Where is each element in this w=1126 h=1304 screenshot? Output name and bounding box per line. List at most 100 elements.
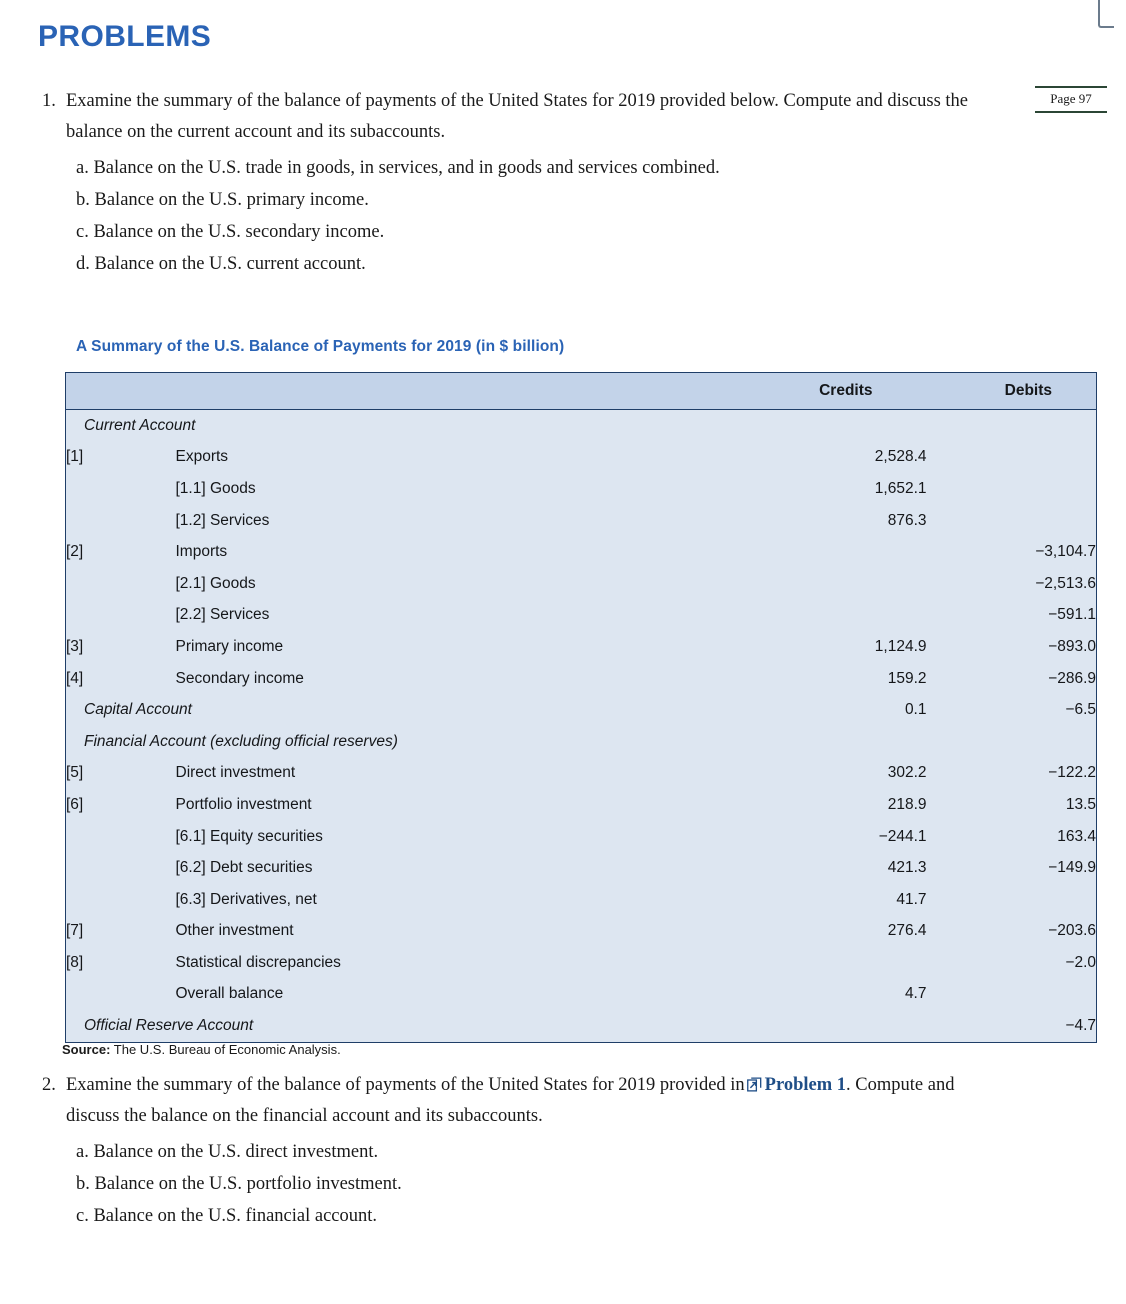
table-row: [3] Primary income 1,124.9 −893.0 [65, 631, 1097, 663]
row-code-cell: [7] [65, 915, 176, 948]
row-credits-cell [740, 567, 927, 600]
problem-1-subitem-b: b. Balance on the U.S. primary income. [76, 190, 369, 210]
row-debits-cell [926, 441, 1097, 474]
page-number-marker: Page 97 [1035, 86, 1107, 113]
row-debits-cell: −591.1 [926, 599, 1097, 632]
row-credits-cell: 1,124.9 [740, 631, 927, 663]
table-row: [6.3] Derivatives, net 41.7 [65, 883, 1097, 916]
row-credits-cell [740, 725, 927, 758]
row-code-cell: [2] [65, 536, 176, 568]
problem-2-text-before-link: Examine the summary of the balance of pa… [66, 1075, 745, 1095]
table-header: Credits Debits [65, 372, 1097, 410]
row-debits-cell [926, 504, 1097, 537]
table-row: [2.1] Goods −2,513.6 [65, 567, 1097, 600]
source-label: Source: [62, 1042, 111, 1057]
section-heading-cell: Capital Account [65, 694, 741, 726]
table-source-note: Source: The U.S. Bureau of Economic Anal… [62, 1042, 341, 1057]
problem-2-number: 2. [42, 1075, 56, 1095]
table-row: [2.2] Services −591.1 [65, 599, 1097, 632]
row-debits-cell: 163.4 [926, 820, 1097, 853]
row-code-cell: [4] [65, 662, 176, 695]
row-code-cell: [5] [65, 757, 176, 790]
row-credits-cell: 876.3 [740, 504, 927, 537]
row-debits-cell: −6.5 [926, 694, 1097, 726]
row-debits-cell [926, 473, 1097, 505]
row-debits-cell: −3,104.7 [926, 536, 1097, 568]
row-credits-cell: 276.4 [740, 915, 927, 948]
table-row: Current Account [65, 409, 1097, 442]
row-credits-cell: 218.9 [740, 789, 927, 821]
row-debits-cell: −203.6 [926, 915, 1097, 948]
row-debits-cell: −149.9 [926, 852, 1097, 884]
row-code-cell [65, 820, 176, 853]
page-corner-mark [1098, 0, 1114, 28]
table-title: A Summary of the U.S. Balance of Payment… [76, 338, 565, 355]
row-credits-cell: 4.7 [740, 978, 927, 1011]
row-code-cell [65, 567, 176, 600]
problem-1-number: 1. [42, 91, 56, 111]
row-code-cell [65, 599, 176, 632]
row-debits-cell: −4.7 [926, 1010, 1097, 1043]
problem-1-stem: 1. Examine the summary of the balance of … [38, 86, 1011, 148]
row-credits-cell: 1,652.1 [740, 473, 927, 505]
column-header-credits: Credits [740, 372, 927, 410]
row-label-cell: [6.2] Debt securities [175, 852, 741, 884]
row-label-cell: [1.2] Services [175, 504, 741, 537]
row-credits-cell [740, 1010, 927, 1043]
table-row: Overall balance 4.7 [65, 978, 1097, 1011]
table-row: Official Reserve Account −4.7 [65, 1010, 1097, 1043]
source-text: The U.S. Bureau of Economic Analysis. [113, 1042, 341, 1057]
row-credits-cell [740, 536, 927, 568]
table-row: Capital Account 0.1 −6.5 [65, 694, 1097, 726]
row-label-cell: Overall balance [175, 978, 741, 1011]
row-credits-cell: 302.2 [740, 757, 927, 790]
table-row: [6.1] Equity securities −244.1 163.4 [65, 820, 1097, 853]
column-header-blank [65, 372, 741, 410]
table-body: Current Account [1] Exports 2,528.4 [1.1] Go… [65, 409, 1097, 1043]
table-row: [1.2] Services 876.3 [65, 504, 1097, 537]
problem-2-subitem-a: a. Balance on the U.S. direct investment… [76, 1142, 379, 1162]
problem-1-subitem-a: a. Balance on the U.S. trade in goods, i… [76, 158, 720, 178]
problem-1-subitems: a. Balance on the U.S. trade in goods, i… [38, 152, 1011, 280]
row-credits-cell [740, 409, 927, 442]
row-credits-cell: 41.7 [740, 883, 927, 916]
row-label-cell: Exports [175, 441, 741, 474]
row-debits-cell: −2,513.6 [926, 567, 1097, 600]
row-credits-cell [740, 599, 927, 632]
row-code-cell: [8] [65, 947, 176, 979]
table-header-row: Credits Debits [65, 372, 1097, 410]
table-row: [7] Other investment 276.4 −203.6 [65, 915, 1097, 948]
row-debits-cell [926, 978, 1097, 1011]
row-credits-cell: 2,528.4 [740, 441, 927, 474]
table-row: [1] Exports 2,528.4 [65, 441, 1097, 474]
table-row: [2] Imports −3,104.7 [65, 536, 1097, 568]
problem-1-crossref-link[interactable]: Problem 1 [764, 1075, 847, 1095]
row-label-cell: [6.3] Derivatives, net [175, 883, 741, 916]
row-debits-cell [926, 409, 1097, 442]
row-credits-cell: −244.1 [740, 820, 927, 853]
problem-2-stem: 2. Examine the summary of the balance of … [38, 1070, 1011, 1132]
problem-1: 1. Examine the summary of the balance of … [38, 86, 1011, 280]
row-label-cell: [1.1] Goods [175, 473, 741, 505]
row-code-cell [65, 883, 176, 916]
problem-2: 2. Examine the summary of the balance of … [38, 1070, 1011, 1232]
row-label-cell: Primary income [175, 631, 741, 663]
problem-2-subitem-c: c. Balance on the U.S. financial account… [76, 1206, 378, 1226]
row-label-cell: [2.1] Goods [175, 567, 741, 600]
row-debits-cell [926, 883, 1097, 916]
problem-1-subitem-c: c. Balance on the U.S. secondary income. [76, 222, 385, 242]
row-label-cell: [2.2] Services [175, 599, 741, 632]
row-label-cell: Other investment [175, 915, 741, 948]
table-row: [4] Secondary income 159.2 −286.9 [65, 662, 1097, 695]
balance-of-payments-table: Credits Debits Current Account [1] Exports… [65, 372, 1097, 1043]
row-label-cell: Direct investment [175, 757, 741, 790]
row-debits-cell [926, 725, 1097, 758]
row-credits-cell: 421.3 [740, 852, 927, 884]
row-label-cell: Imports [175, 536, 741, 568]
external-link-icon[interactable] [746, 1077, 762, 1092]
page-title: PROBLEMS [38, 20, 212, 53]
balance-of-payments-table-wrap: Credits Debits Current Account [1] Exports… [65, 372, 1097, 1043]
table-row: [5] Direct investment 302.2 −122.2 [65, 757, 1097, 790]
row-debits-cell: −2.0 [926, 947, 1097, 979]
row-debits-cell: −122.2 [926, 757, 1097, 790]
